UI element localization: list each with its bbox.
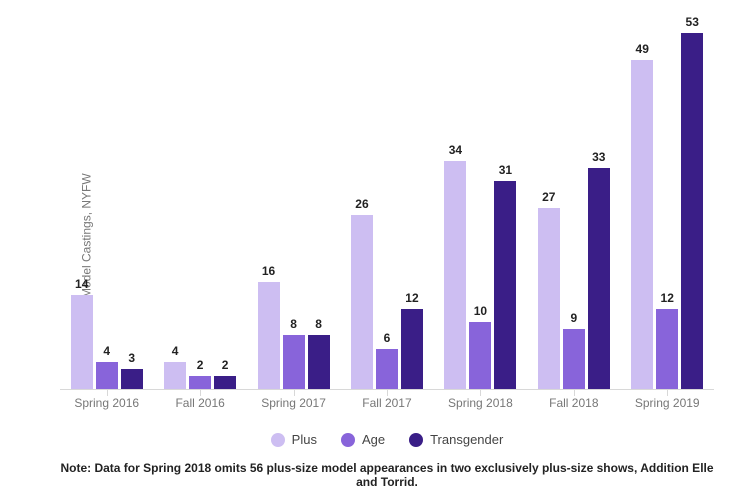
bar-value: 34 <box>449 143 462 157</box>
legend-swatch <box>341 433 355 447</box>
legend-item-transgender: Transgender <box>409 432 503 447</box>
casting-chart: Total Model Castings, NYFW 1443422168826… <box>0 0 744 500</box>
plot-area: 144342216882661234103127933491253 <box>60 20 714 390</box>
bar-value: 31 <box>499 163 512 177</box>
bar-plus: 4 <box>164 362 186 389</box>
legend-label: Age <box>362 432 385 447</box>
x-tick: Spring 2018 <box>434 396 527 410</box>
bar-group: 26612 <box>340 20 433 389</box>
bar-plus: 27 <box>538 208 560 389</box>
bar-value: 14 <box>75 277 88 291</box>
bar-age: 9 <box>563 329 585 389</box>
bar-group: 422 <box>153 20 246 389</box>
x-tick: Spring 2017 <box>247 396 340 410</box>
x-tick: Fall 2017 <box>340 396 433 410</box>
bar-transgender: 2 <box>214 376 236 389</box>
legend-label: Plus <box>292 432 317 447</box>
bar-value: 4 <box>103 344 110 358</box>
bar-group: 341031 <box>434 20 527 389</box>
bar-value: 26 <box>355 197 368 211</box>
bar-age: 2 <box>189 376 211 389</box>
bar-transgender: 33 <box>588 168 610 389</box>
bar-value: 27 <box>542 190 555 204</box>
x-axis: Spring 2016Fall 2016Spring 2017Fall 2017… <box>60 396 714 410</box>
bar-transgender: 31 <box>494 181 516 389</box>
bar-transgender: 12 <box>401 309 423 390</box>
bar-value: 9 <box>570 311 577 325</box>
bar-value: 3 <box>128 351 135 365</box>
legend-item-age: Age <box>341 432 385 447</box>
chart-note: Note: Data for Spring 2018 omits 56 plus… <box>60 461 714 489</box>
legend-swatch <box>271 433 285 447</box>
bar-group: 1443 <box>60 20 153 389</box>
bar-age: 4 <box>96 362 118 389</box>
bar-value: 10 <box>474 304 487 318</box>
legend-swatch <box>409 433 423 447</box>
bar-value: 12 <box>661 291 674 305</box>
bar-age: 12 <box>656 309 678 390</box>
bar-value: 4 <box>172 344 179 358</box>
bar-value: 49 <box>636 42 649 56</box>
bar-age: 8 <box>283 335 305 389</box>
bar-value: 8 <box>315 317 322 331</box>
bar-value: 53 <box>686 15 699 29</box>
x-tick: Spring 2019 <box>621 396 714 410</box>
bar-age: 6 <box>376 349 398 389</box>
bar-group: 27933 <box>527 20 620 389</box>
bar-transgender: 3 <box>121 369 143 389</box>
bar-value: 16 <box>262 264 275 278</box>
x-tick: Spring 2016 <box>60 396 153 410</box>
x-tick: Fall 2018 <box>527 396 620 410</box>
legend: Plus Age Transgender <box>60 432 714 447</box>
x-tick: Fall 2016 <box>153 396 246 410</box>
bar-plus: 26 <box>351 215 373 389</box>
bar-plus: 34 <box>444 161 466 389</box>
bar-value: 8 <box>290 317 297 331</box>
bar-value: 6 <box>384 331 391 345</box>
bar-age: 10 <box>469 322 491 389</box>
bar-transgender: 53 <box>681 33 703 389</box>
bar-group: 491253 <box>621 20 714 389</box>
bar-plus: 16 <box>258 282 280 389</box>
bar-value: 33 <box>592 150 605 164</box>
bar-plus: 14 <box>71 295 93 389</box>
bar-plus: 49 <box>631 60 653 389</box>
bar-group: 1688 <box>247 20 340 389</box>
legend-item-plus: Plus <box>271 432 317 447</box>
bar-transgender: 8 <box>308 335 330 389</box>
bar-value: 12 <box>405 291 418 305</box>
legend-label: Transgender <box>430 432 503 447</box>
bar-value: 2 <box>222 358 229 372</box>
bar-value: 2 <box>197 358 204 372</box>
